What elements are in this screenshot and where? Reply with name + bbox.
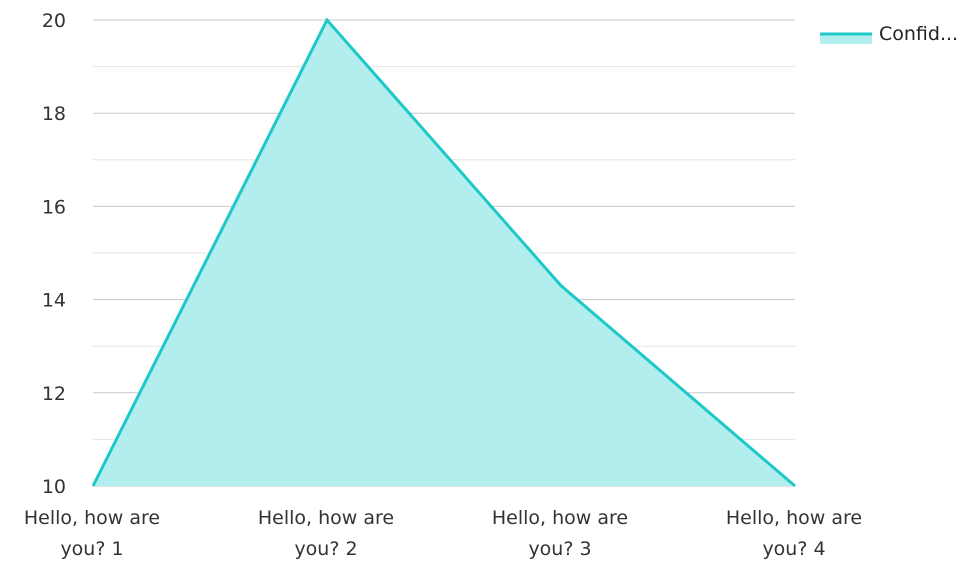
x-tick-label: Hello, how are you? 1: [24, 507, 160, 560]
y-tick-label: 16: [42, 196, 66, 218]
x-axis-tick-labels: Hello, how are you? 1 Hello, how are you? 2…: [24, 507, 862, 560]
y-tick-label: 14: [42, 290, 66, 312]
y-axis-tick-labels: 10 12 14 16 18 20: [42, 10, 66, 498]
y-tick-label: 20: [42, 10, 66, 32]
y-tick-label: 18: [42, 103, 66, 125]
legend: Confid...: [820, 23, 958, 45]
series-line: [91, 17, 796, 488]
x-tick-label: Hello, how are you? 2: [258, 507, 394, 560]
x-tick-label: Hello, how are you? 4: [726, 507, 862, 560]
y-tick-label: 12: [42, 383, 66, 405]
x-tick-label: Hello, how are you? 3: [492, 507, 628, 560]
legend-swatch-fill: [820, 34, 872, 44]
legend-label: Confid...: [879, 23, 958, 45]
y-tick-label: 10: [42, 476, 66, 498]
